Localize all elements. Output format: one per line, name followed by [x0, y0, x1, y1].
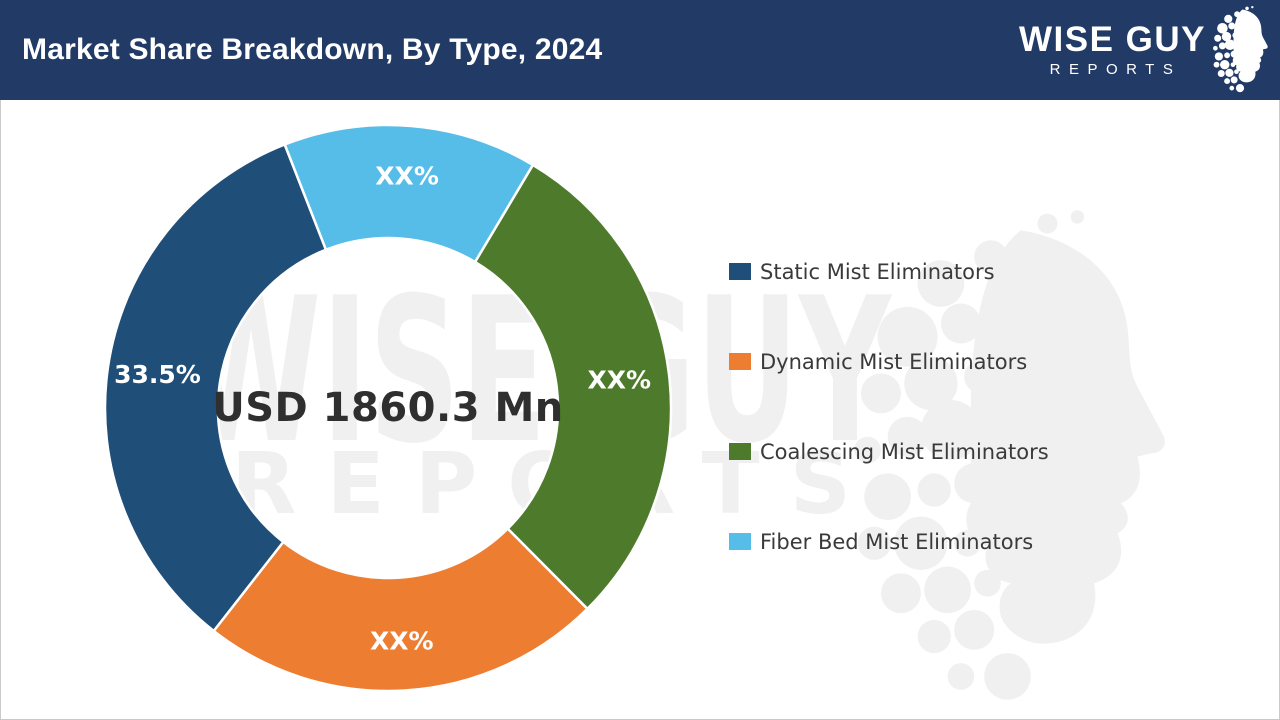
- legend-label: Coalescing Mist Eliminators: [760, 439, 1049, 464]
- legend-swatch: [729, 443, 751, 460]
- logo-face-icon: [1210, 6, 1270, 94]
- legend-swatch: [729, 353, 751, 370]
- header-bar: Market Share Breakdown, By Type, 2024 WI…: [0, 0, 1280, 100]
- chart-area: WISE GUY REPORTS 33.5%XX%XX%XX% USD 1860…: [0, 100, 1280, 720]
- legend-item-fiber-bed-mist-eliminators[interactable]: Fiber Bed Mist Eliminators: [729, 529, 1049, 554]
- donut-slice-coalescing-mist-eliminators[interactable]: [473, 163, 673, 611]
- logo-text: WISE GUY REPORTS: [1018, 20, 1206, 78]
- wise-guy-logo: WISE GUY REPORTS: [1019, 4, 1270, 96]
- logo-subtext: REPORTS: [1049, 60, 1182, 78]
- logo-wordmark: WISE GUY: [1018, 20, 1206, 60]
- donut-center-value: USD 1860.3 Mn: [212, 385, 564, 431]
- slice-percent-label: XX%: [587, 365, 651, 394]
- legend-swatch: [729, 263, 751, 280]
- donut-chart: 33.5% XX% XX% XX%: [103, 123, 673, 693]
- legend: Static Mist Eliminators Dynamic Mist Elim…: [729, 259, 1049, 554]
- slice-percent-label: XX%: [375, 162, 439, 191]
- legend-label: Dynamic Mist Eliminators: [760, 349, 1028, 374]
- legend-item-static-mist-eliminators[interactable]: Static Mist Eliminators: [729, 259, 1049, 284]
- page-title: Market Share Breakdown, By Type, 2024: [22, 33, 603, 66]
- donut-slice-static-mist-eliminators[interactable]: [103, 142, 328, 633]
- legend-swatch: [729, 533, 751, 550]
- legend-item-coalescing-mist-eliminators[interactable]: Coalescing Mist Eliminators: [729, 439, 1049, 464]
- donut-slice-fiber-bed-mist-eliminators[interactable]: [283, 123, 535, 264]
- slice-percent-label: 33.5%: [114, 360, 201, 389]
- legend-item-dynamic-mist-eliminators[interactable]: Dynamic Mist Eliminators: [729, 349, 1049, 374]
- legend-label: Fiber Bed Mist Eliminators: [760, 529, 1034, 554]
- legend-label: Static Mist Eliminators: [760, 259, 995, 284]
- donut-slice-dynamic-mist-eliminators[interactable]: [212, 526, 590, 693]
- slice-percent-label: XX%: [370, 626, 434, 655]
